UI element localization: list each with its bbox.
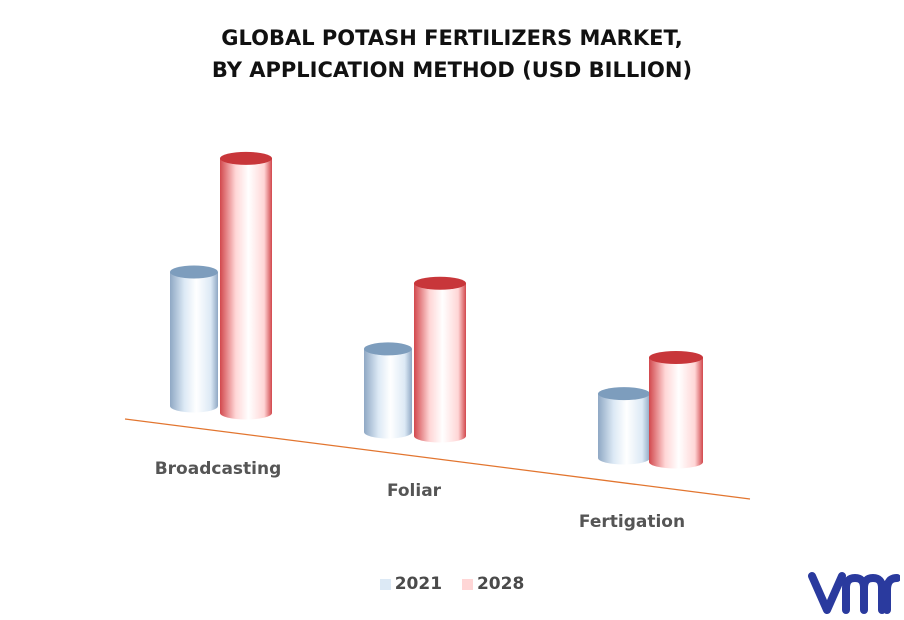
category-labels: Broadcasting Foliar Fertigation <box>155 459 685 532</box>
bar-top <box>170 265 218 279</box>
legend-label-2021: 2021 <box>394 574 443 594</box>
bar-2028-foliar <box>414 276 466 443</box>
bar-top <box>364 342 412 356</box>
category-label-foliar: Foliar <box>387 481 442 501</box>
chart-title-line-1: GLOBAL POTASH FERTILIZERS MARKET, <box>221 26 683 50</box>
bar-top <box>414 276 466 290</box>
legend-label-2028: 2028 <box>476 574 525 594</box>
chart-title: GLOBAL POTASH FERTILIZERS MARKET, BY APP… <box>0 22 904 86</box>
legend-item-2028: 2028 <box>461 574 525 594</box>
bar-2028-broadcasting <box>220 151 272 420</box>
bar-top <box>220 151 272 165</box>
bar-body <box>170 272 218 413</box>
legend-swatch-2028 <box>461 579 473 590</box>
category-label-broadcasting: Broadcasting <box>155 459 282 479</box>
bar-body <box>364 348 412 439</box>
bar-2028-fertigation <box>649 350 703 469</box>
bar-2021-fertigation <box>598 387 650 465</box>
legend-swatch-2021 <box>379 579 391 590</box>
bar-body <box>649 357 703 469</box>
chart-legend: 2021 2028 <box>0 574 904 594</box>
x-axis-baseline <box>124 418 751 500</box>
bar-body <box>414 283 466 443</box>
vmr-logo-icon <box>808 572 900 614</box>
chart-bars <box>170 151 703 469</box>
bar-2021-foliar <box>364 342 412 439</box>
bar-2021-broadcasting <box>170 265 218 413</box>
legend-item-2021: 2021 <box>379 574 443 594</box>
bar-top <box>649 350 703 364</box>
chart-title-line-2: BY APPLICATION METHOD (USD BILLION) <box>211 58 693 82</box>
bar-top <box>598 387 650 401</box>
bar-body <box>598 393 650 465</box>
bar-body <box>220 158 272 420</box>
category-label-fertigation: Fertigation <box>579 512 685 532</box>
